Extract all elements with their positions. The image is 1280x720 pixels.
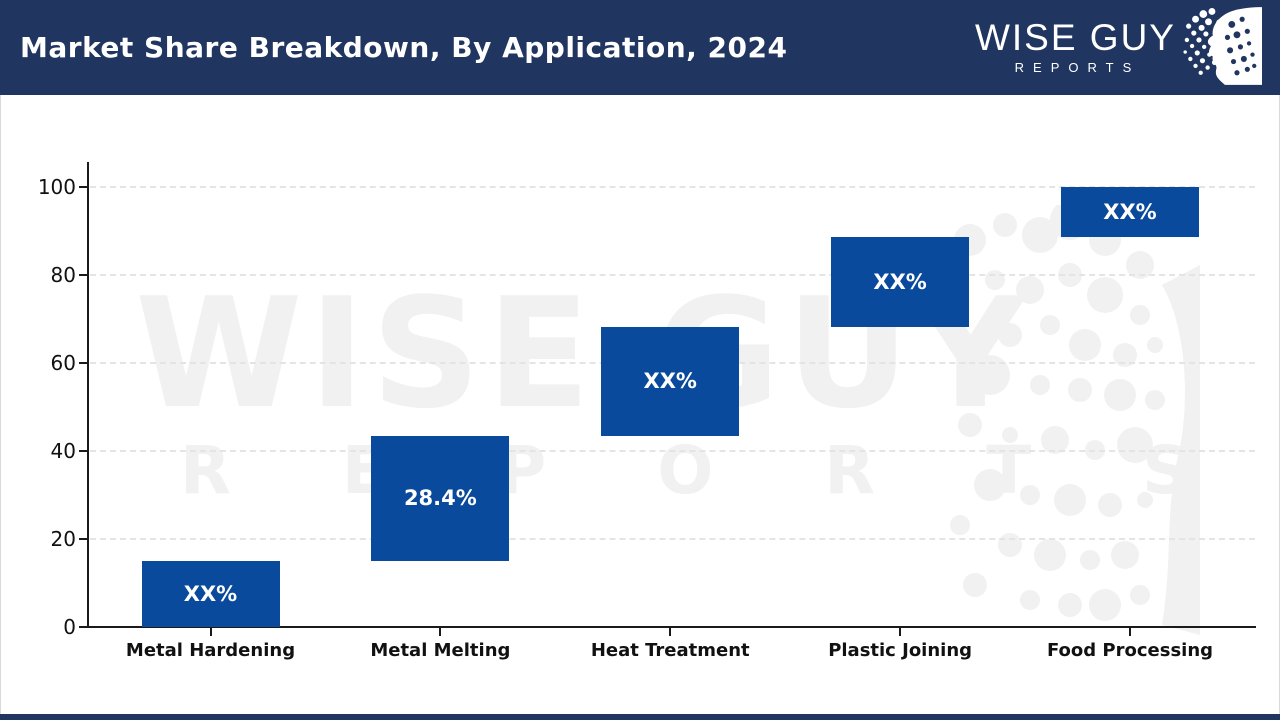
footer-bar <box>0 714 1280 720</box>
x-tick-mark-4 <box>1129 628 1131 636</box>
bar-value-label: XX% <box>1103 199 1157 224</box>
x-axis-label-1: Metal Melting <box>370 640 511 661</box>
y-tick-label-0: 0 <box>63 615 76 639</box>
y-tick-mark-80 <box>79 273 87 276</box>
bar-value-label: XX% <box>873 269 927 294</box>
bar-food-processing: XX% <box>1061 186 1199 237</box>
x-axis-label-3: Plastic Joining <box>828 640 973 661</box>
logo-text: WISE GUY REPORTS <box>974 16 1176 75</box>
x-axis-label-4: Food Processing <box>1046 640 1214 661</box>
y-tick-label-20: 20 <box>50 526 76 551</box>
x-tick-mark-1 <box>439 628 442 636</box>
logo-wordmark: WISE GUY <box>974 16 1176 58</box>
x-tick-mark-0 <box>209 628 212 636</box>
x-tick-mark-2 <box>669 628 672 636</box>
bar-value-label: XX% <box>643 369 697 394</box>
bar-metal-melting: 28.4% <box>371 435 510 561</box>
wise-guy-logo: WISE GUY REPORTS <box>975 6 1262 86</box>
gridline-80 <box>90 273 1255 276</box>
y-tick-mark-60 <box>79 361 87 364</box>
y-tick-mark-0 <box>79 626 87 628</box>
y-tick-label-40: 40 <box>50 438 76 463</box>
logo-subtitle: REPORTS <box>1014 59 1141 75</box>
bar-value-label: 28.4% <box>403 486 477 511</box>
x-axis <box>87 626 1256 628</box>
bar-metal-hardening: XX% <box>141 560 280 627</box>
x-tick-mark-3 <box>899 628 902 636</box>
header-bar: Market Share Breakdown, By Application, … <box>0 0 1280 95</box>
x-axis-label-2: Heat Treatment <box>590 640 750 661</box>
y-tick-label-60: 60 <box>50 350 76 375</box>
y-tick-mark-40 <box>79 449 87 452</box>
gridline-20 <box>90 537 1255 540</box>
y-axis <box>87 162 89 628</box>
gridline-100 <box>90 185 1255 188</box>
bar-heat-treatment: XX% <box>601 326 740 436</box>
page-title: Market Share Breakdown, By Application, … <box>20 31 788 64</box>
y-tick-label-100: 100 <box>37 174 76 199</box>
logo-face-icon <box>1183 7 1262 85</box>
y-tick-label-80: 80 <box>50 262 76 287</box>
bar-plastic-joining: XX% <box>831 236 970 327</box>
bar-value-label: XX% <box>183 581 238 606</box>
gridline-40 <box>90 449 1255 452</box>
x-axis-label-0: Metal Hardening <box>125 640 296 661</box>
y-tick-mark-20 <box>79 537 87 540</box>
y-tick-mark-100 <box>79 185 87 188</box>
